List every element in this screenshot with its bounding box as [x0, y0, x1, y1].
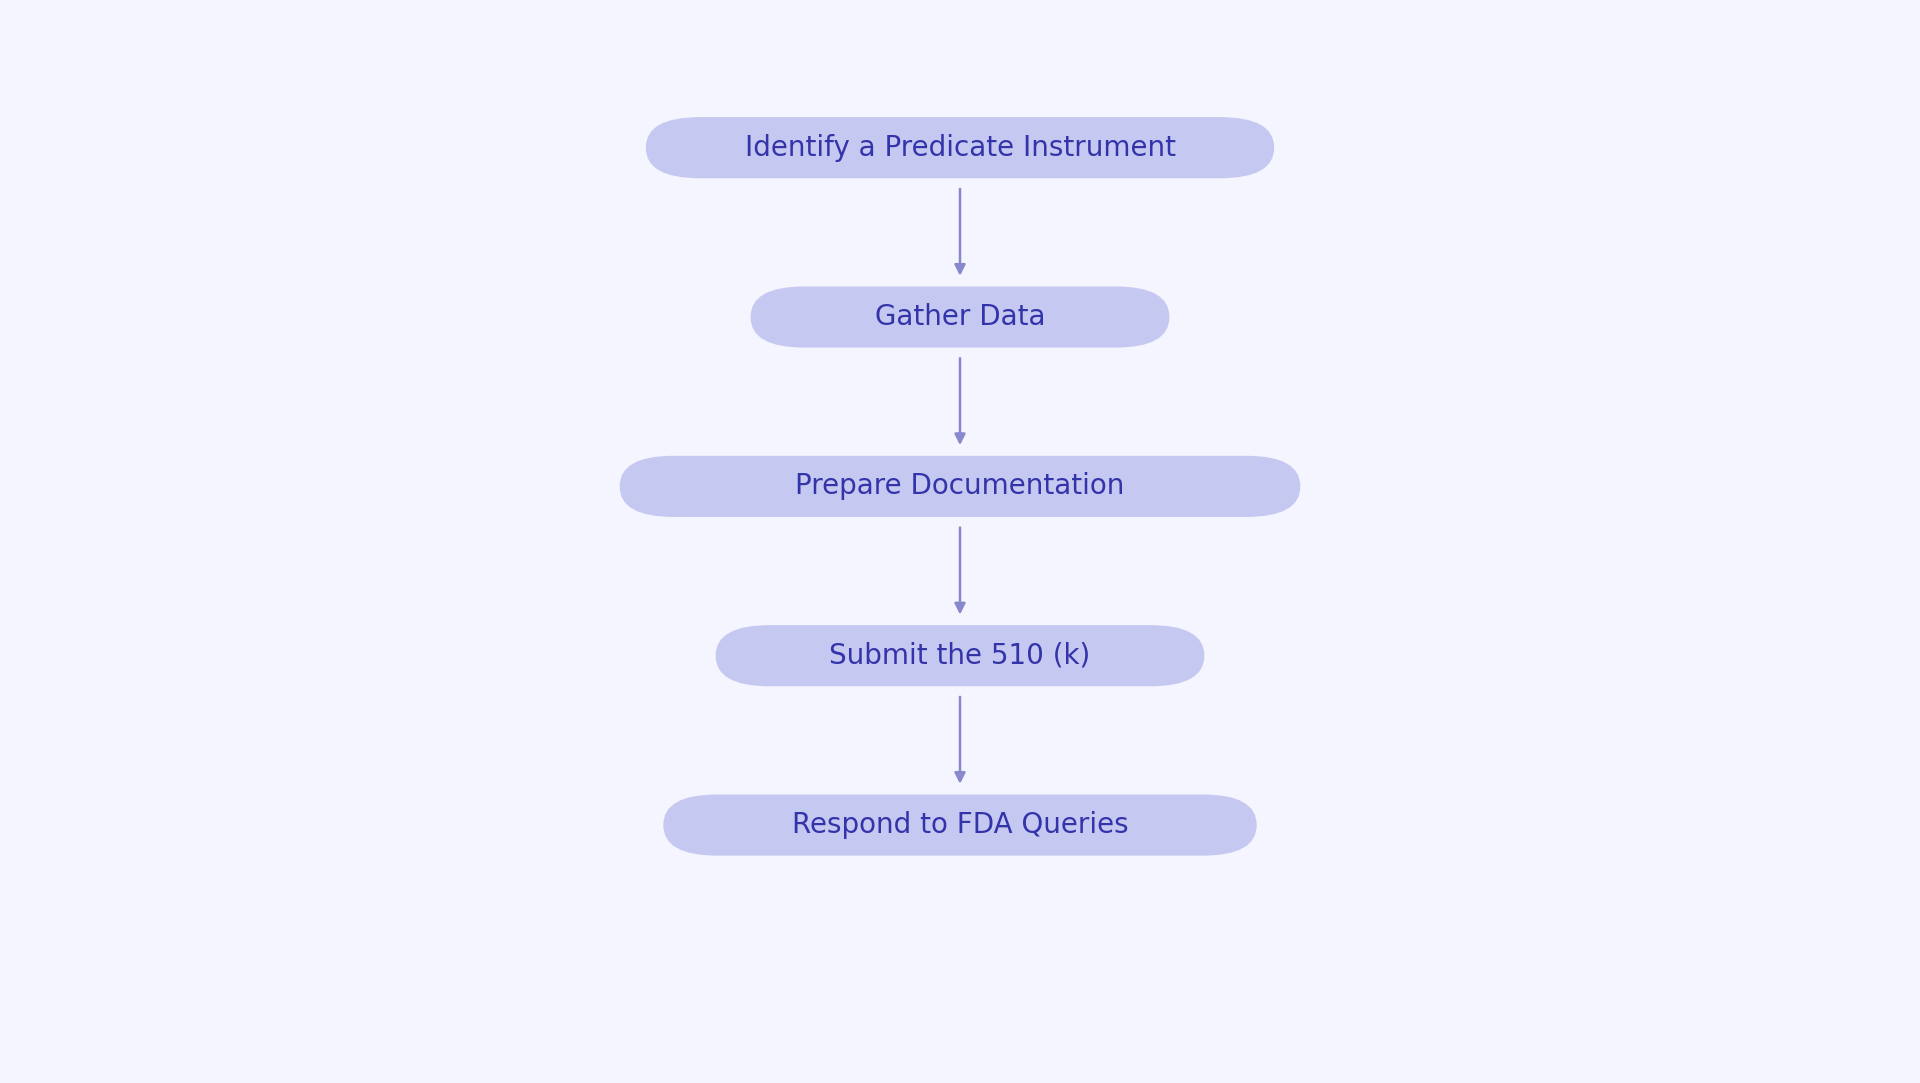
Text: Respond to FDA Queries: Respond to FDA Queries: [791, 811, 1129, 839]
FancyBboxPatch shape: [751, 286, 1169, 348]
Text: Identify a Predicate Instrument: Identify a Predicate Instrument: [745, 133, 1175, 161]
FancyBboxPatch shape: [662, 795, 1258, 856]
Text: Gather Data: Gather Data: [876, 303, 1044, 331]
FancyBboxPatch shape: [645, 117, 1275, 179]
Text: Submit the 510 (k): Submit the 510 (k): [829, 642, 1091, 669]
Text: Prepare Documentation: Prepare Documentation: [795, 472, 1125, 500]
FancyBboxPatch shape: [716, 625, 1204, 687]
FancyBboxPatch shape: [620, 456, 1300, 517]
